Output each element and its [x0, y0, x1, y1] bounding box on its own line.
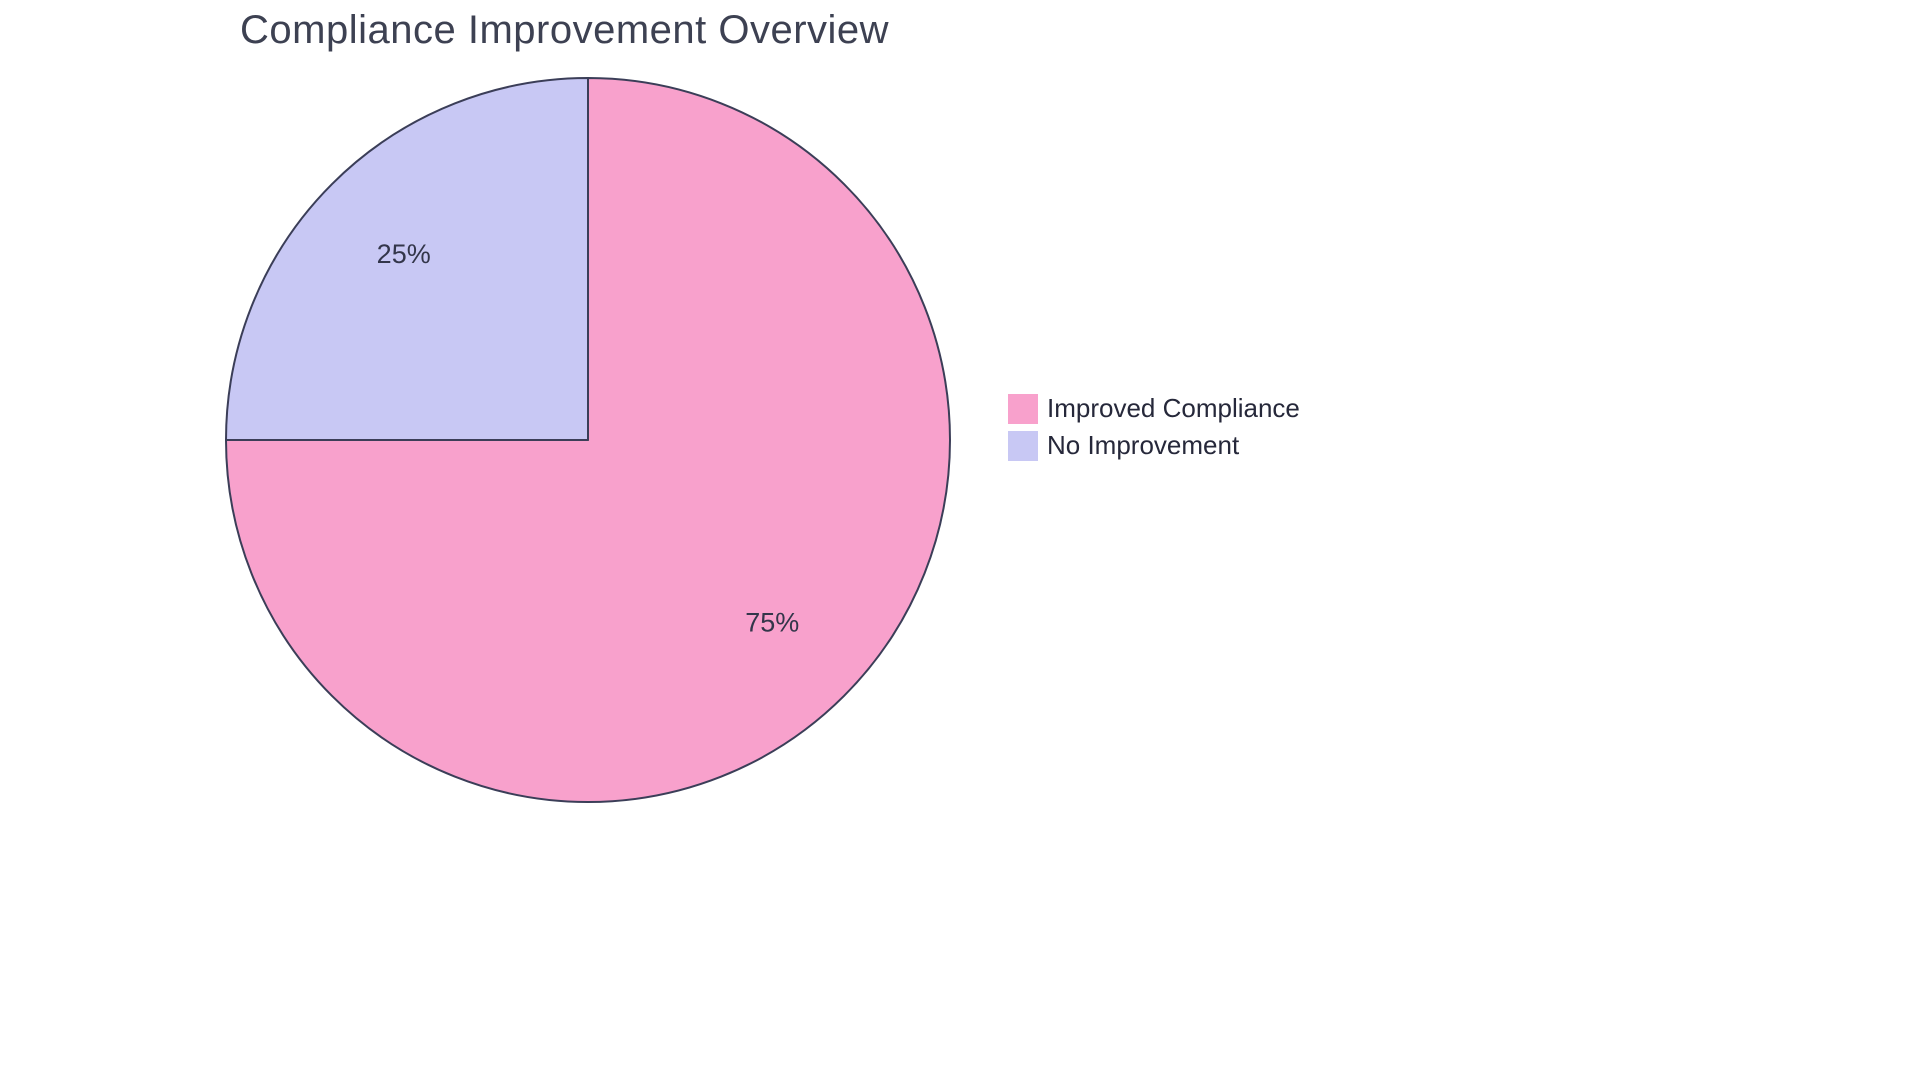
legend-label-1: No Improvement — [1047, 430, 1240, 460]
legend-item-1[interactable]: No Improvement — [1008, 430, 1300, 461]
pie-slice-label-1: 25% — [377, 239, 431, 269]
legend-item-0[interactable]: Improved Compliance — [1008, 393, 1300, 424]
chart-title: Compliance Improvement Overview — [240, 8, 890, 52]
legend-label-0: Improved Compliance — [1047, 393, 1300, 423]
legend-swatch-1 — [1008, 430, 1038, 461]
legend-swatch-0 — [1008, 393, 1038, 424]
pie-slice-1 — [225, 77, 589, 441]
legend: Improved Compliance No Improvement — [1008, 393, 1300, 461]
pie-slice-label-0: 75% — [745, 607, 799, 637]
